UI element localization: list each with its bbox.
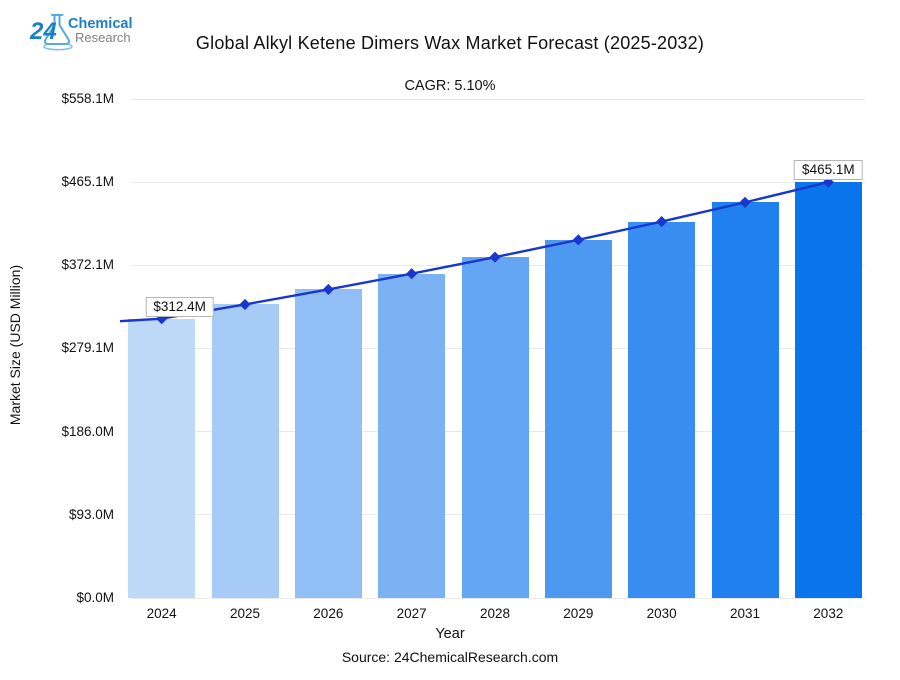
- x-tick-2029: 2029: [563, 606, 594, 621]
- x-tick-2031: 2031: [729, 606, 761, 621]
- x-tick-2026: 2026: [313, 606, 344, 621]
- gridline-$0.0M: [130, 597, 865, 599]
- flask-icon: [43, 14, 73, 51]
- x-tick-2024: 2024: [146, 606, 177, 621]
- y-tick-$186.0M: $186.0M: [61, 423, 114, 439]
- bar-2026: [294, 289, 362, 598]
- y-tick-$93.0M: $93.0M: [68, 506, 114, 522]
- chart-subtitle: CAGR: 5.10%: [404, 78, 496, 94]
- bar-2027: [378, 273, 446, 598]
- logo-graphic: 24 Chemical Research: [29, 14, 132, 51]
- gridline-$558.1M: [130, 98, 865, 100]
- bar-2032: [794, 182, 862, 598]
- y-tick-$558.1M: $558.1M: [61, 91, 114, 106]
- gridline-$465.1M: [130, 181, 865, 183]
- y-tick-$279.1M: $279.1M: [61, 340, 114, 356]
- logo-number: 24: [29, 18, 57, 45]
- bar-2028: [461, 257, 529, 598]
- bar-2030: [628, 221, 696, 598]
- value-label-2024: $312.4M: [145, 296, 214, 317]
- x-tick-2025: 2025: [229, 606, 261, 621]
- source-text: Source: 24ChemicalResearch.com: [341, 649, 559, 665]
- y-tick-$0.0M: $0.0M: [76, 590, 114, 605]
- x-tick-2028: 2028: [479, 606, 511, 621]
- logo-line2: Research: [75, 30, 131, 45]
- x-tick-2030: 2030: [646, 606, 677, 621]
- x-tick-2032: 2032: [813, 606, 844, 621]
- bar-2024: [128, 318, 196, 598]
- y-tick-$465.1M: $465.1M: [61, 174, 114, 190]
- chart-title: Global Alkyl Ketene Dimers Wax Market Fo…: [195, 33, 705, 53]
- bar-2025: [211, 304, 279, 598]
- logo-line1: Chemical: [68, 16, 132, 32]
- bar-2029: [544, 239, 612, 598]
- bar-2031: [711, 202, 779, 598]
- x-axis-title: Year: [435, 626, 465, 642]
- y-tick-$372.1M: $372.1M: [61, 257, 114, 273]
- x-tick-2027: 2027: [396, 606, 427, 621]
- value-label-2032: $465.1M: [794, 160, 863, 181]
- logo: 24 Chemical Research: [18, 8, 140, 57]
